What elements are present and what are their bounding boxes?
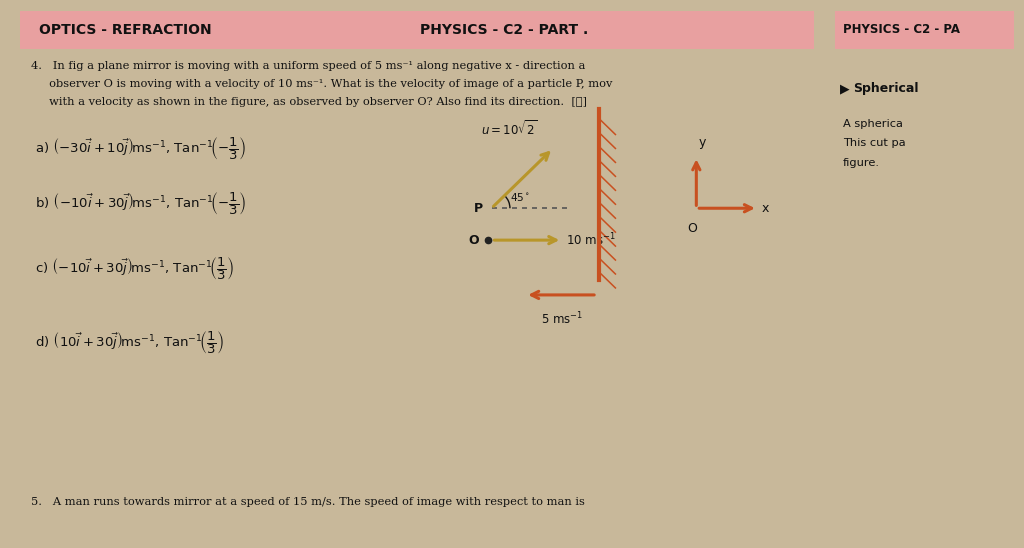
Bar	[835, 11, 1014, 49]
Text: P: P	[474, 202, 483, 215]
Text: with a velocity as shown in the figure, as observed by observer O? Also find its: with a velocity as shown in the figure, …	[31, 96, 587, 107]
Text: O: O	[687, 222, 697, 235]
Text: x: x	[762, 202, 769, 215]
Text: observer O is moving with a velocity of 10 ms⁻¹. What is the velocity of image o: observer O is moving with a velocity of …	[31, 79, 612, 89]
Text: 5 ms$^{-1}$: 5 ms$^{-1}$	[541, 311, 584, 328]
Bar	[20, 11, 814, 49]
Text: PHYSICS - C2 - PA: PHYSICS - C2 - PA	[843, 24, 959, 36]
Text: O: O	[469, 233, 479, 247]
Text: PHYSICS - C2 - PART .: PHYSICS - C2 - PART .	[420, 23, 588, 37]
Text: $u=10\sqrt{2}$: $u=10\sqrt{2}$	[481, 119, 538, 139]
Text: ▶: ▶	[840, 82, 849, 95]
Text: b) $\left(-10\vec{i}+30\vec{j}\right)\!$ms$^{-1}$, $\mathrm{Tan}^{-1}\!\left(-\d: b) $\left(-10\vec{i}+30\vec{j}\right)\!$…	[35, 190, 246, 217]
Text: c) $\left(-10\vec{i}+30\vec{j}\right)\!$ms$^{-1}$, $\mathrm{Tan}^{-1}\!\left(\df: c) $\left(-10\vec{i}+30\vec{j}\right)\!$…	[35, 254, 233, 282]
Text: Spherical: Spherical	[853, 82, 919, 95]
Text: A spherica: A spherica	[843, 118, 902, 129]
Text: y: y	[698, 136, 706, 150]
Text: 5.   A man runs towards mirror at a speed of 15 m/s. The speed of image with res: 5. A man runs towards mirror at a speed …	[31, 497, 585, 507]
Text: 10 ms$^{-1}$: 10 ms$^{-1}$	[566, 232, 616, 248]
Text: figure.: figure.	[843, 158, 880, 168]
Text: 4.   In fig a plane mirror is moving with a uniform speed of 5 ms⁻¹ along negati: 4. In fig a plane mirror is moving with …	[31, 61, 585, 71]
Text: a) $\left(-30\vec{i}+10\vec{j}\right)\!$ms$^{-1}$, $\mathrm{Tan}^{-1}\!\left(-\d: a) $\left(-30\vec{i}+10\vec{j}\right)\!$…	[35, 135, 246, 162]
Text: This cut pa: This cut pa	[843, 139, 905, 149]
Text: OPTICS - REFRACTION: OPTICS - REFRACTION	[39, 23, 212, 37]
Text: d) $\left(10\vec{i}+30\vec{j}\right)\!$ms$^{-1}$, $\mathrm{Tan}^{-1}\!\left(\dfr: d) $\left(10\vec{i}+30\vec{j}\right)\!$m…	[35, 329, 224, 356]
Text: 45$^\circ$: 45$^\circ$	[510, 191, 530, 203]
